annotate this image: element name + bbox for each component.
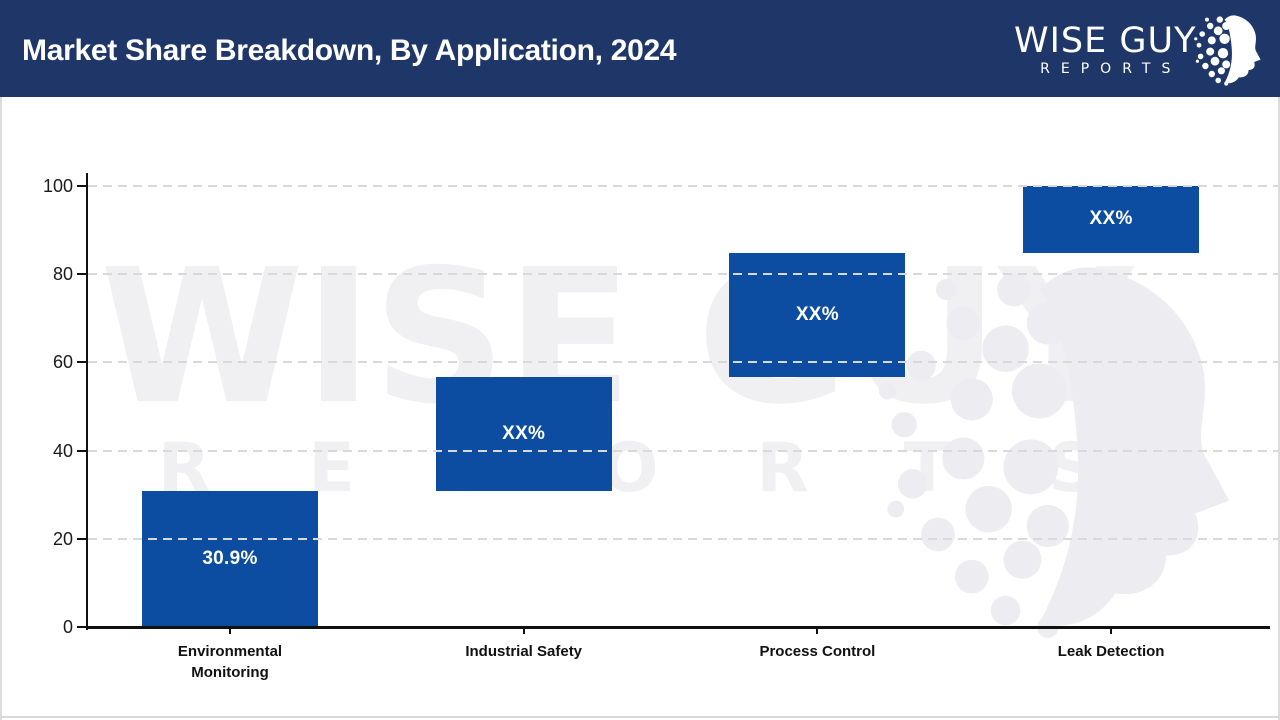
bar-value-label-environmental-monitoring: 30.9% (202, 547, 258, 569)
y-tick-label-60: 60 (52, 352, 73, 373)
y-tick-label-80: 80 (52, 264, 73, 285)
logo: WISE GUY REPORTS (1014, 8, 1266, 92)
chart-panel: WISE GUY REPORTS 0 20 40 60 80 100 30.9% Enviro… (0, 97, 1280, 720)
logo-face-icon (1191, 10, 1263, 90)
logo-text-reports: REPORTS (1040, 61, 1182, 78)
panel-border-left (0, 97, 2, 720)
y-tick-100 (77, 185, 86, 187)
x-category-label-environmental-monitoring: Environmental Monitoring (177, 643, 283, 681)
logo-text-wiseguy: WISE GUY (1014, 20, 1197, 61)
panel-border-right (1278, 97, 1280, 720)
y-tick-label-40: 40 (52, 440, 73, 461)
y-tick-label-0: 0 (62, 617, 73, 637)
y-axis (86, 173, 88, 630)
y-tick-60 (77, 361, 86, 364)
gridline-y-100 (88, 185, 1278, 187)
bar-value-label-leak-detection: XX% (1089, 208, 1133, 230)
x-tick-process-control (816, 628, 819, 634)
bar-leak-detection (1023, 186, 1200, 253)
y-tick-label-20: 20 (52, 528, 73, 549)
y-tick-40 (77, 449, 86, 452)
x-category-label-leak-detection: Leak Detection (1057, 643, 1165, 660)
header-bar: Market Share Breakdown, By Application, … (0, 0, 1280, 97)
gridline-y-40 (88, 449, 1278, 452)
bar-value-label-process-control: XX% (795, 303, 839, 325)
bar-environmental-monitoring (142, 490, 318, 627)
gridline-y-20 (88, 537, 1278, 540)
x-category-label-industrial-safety: Industrial Safety (465, 643, 583, 660)
page-title: Market Share Breakdown, By Application, … (22, 33, 677, 67)
y-tick-0 (77, 626, 86, 628)
gridline-y-60 (88, 361, 1278, 364)
x-category-label-process-control: Process Control (759, 643, 876, 660)
x-tick-leak-detection (1110, 628, 1113, 634)
y-tick-20 (77, 537, 86, 540)
logo-wordmark: WISE GUY REPORTS (1014, 20, 1197, 78)
y-tick-80 (77, 273, 86, 276)
x-tick-industrial-safety (522, 628, 525, 634)
x-axis (86, 626, 1270, 629)
y-tick-label-100: 100 (42, 176, 73, 196)
gridline-y-80 (88, 273, 1278, 276)
x-tick-environmental-monitoring (229, 628, 231, 634)
bar-value-label-industrial-safety: XX% (502, 422, 546, 444)
panel-border-bottom (0, 716, 1280, 718)
plot-area: 0 20 40 60 80 100 30.9% Environmental Monitorin… (0, 97, 1280, 720)
bar-industrial-safety (435, 376, 612, 491)
